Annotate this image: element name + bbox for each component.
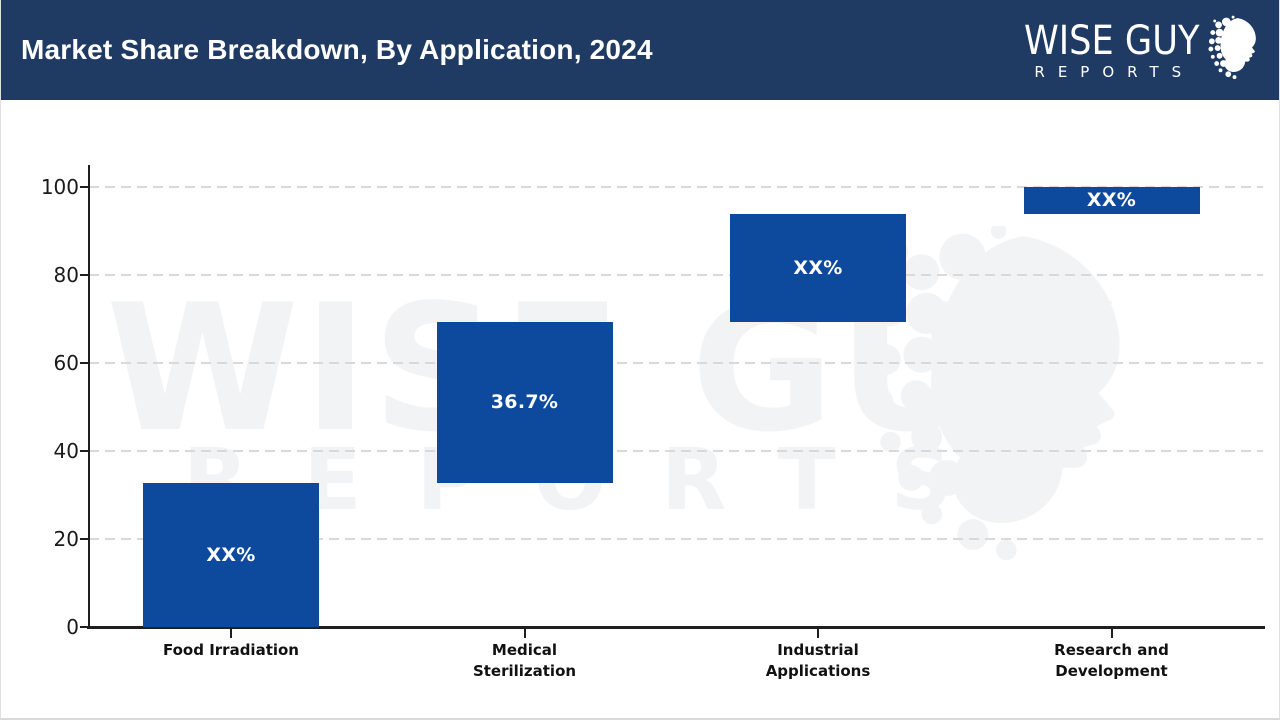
x-category-label: Medical Sterilization <box>472 641 577 680</box>
x-category-label: Research and Development <box>1054 641 1169 680</box>
x-category-label: Industrial Applications <box>765 641 871 680</box>
y-tick-mark <box>80 274 89 276</box>
y-tick-label: 20 <box>53 527 79 551</box>
gridline-60 <box>89 362 1263 364</box>
brand-subname: REPORTS <box>1034 62 1195 81</box>
x-tick-mark <box>1110 629 1113 638</box>
gridline-100 <box>89 186 1263 188</box>
y-tick-label: 80 <box>53 263 79 287</box>
x-axis-line <box>87 626 1265 629</box>
y-axis-line <box>88 165 90 629</box>
brand-logo: WISE GUY REPORTS <box>1012 5 1265 95</box>
brand-name: WISE GUY <box>1023 17 1200 64</box>
bar-food-irradiation <box>143 483 319 627</box>
bar-medical-sterilization <box>436 321 613 484</box>
y-tick-label: 60 <box>53 351 79 375</box>
page-title: Market Share Breakdown, By Application, … <box>21 34 653 65</box>
gridline-20 <box>89 538 1263 540</box>
y-tick-label: 0 <box>66 615 79 639</box>
header-bar: Market Share Breakdown, By Application, … <box>1 0 1279 100</box>
bar-value-label: XX% <box>1086 189 1137 212</box>
brand-logo-text: WISE GUY REPORTS <box>1012 20 1211 81</box>
bar-value-label: 36.7% <box>490 391 559 414</box>
gridline-40 <box>89 450 1263 452</box>
x-tick-mark <box>230 629 232 638</box>
gridline-80 <box>89 274 1263 276</box>
y-tick-mark <box>80 450 89 452</box>
y-tick-label: 100 <box>40 175 79 199</box>
bar-research-and-development <box>1023 187 1200 214</box>
y-tick-mark <box>80 186 89 188</box>
bar-value-label: XX% <box>206 544 256 567</box>
bar-industrial-applications <box>730 213 906 322</box>
x-tick-mark <box>817 629 819 638</box>
x-category-label: Food Irradiation <box>162 641 299 659</box>
x-tick-mark <box>523 629 526 638</box>
y-tick-mark <box>80 626 89 628</box>
y-tick-mark <box>80 362 89 364</box>
bar-value-label: XX% <box>793 256 843 279</box>
y-tick-label: 40 <box>53 439 79 463</box>
y-tick-mark <box>80 538 89 540</box>
